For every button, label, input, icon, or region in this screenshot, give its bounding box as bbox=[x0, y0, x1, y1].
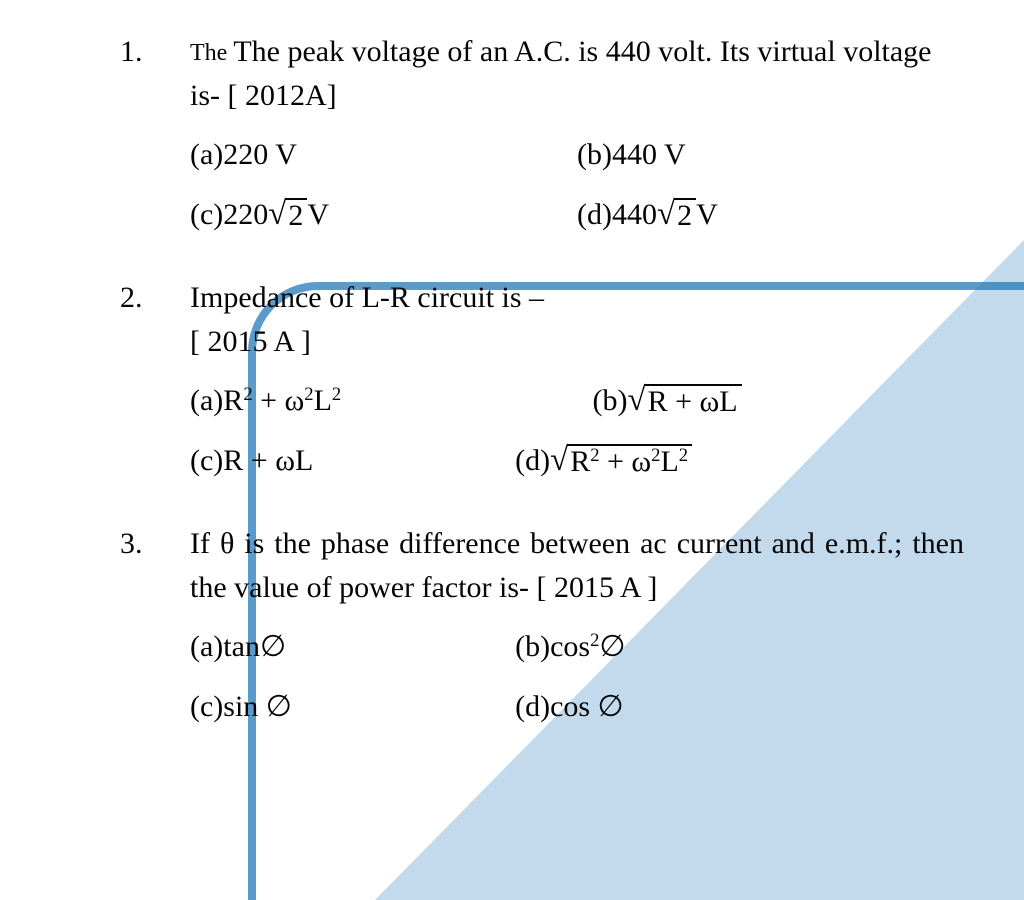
year-tag: [ 2015 A ] bbox=[537, 571, 658, 604]
page-content: 1. The The peak voltage of an A.C. is 44… bbox=[0, 0, 1024, 798]
option-d: (d) 440 √2 V bbox=[577, 185, 964, 245]
option-c: (c) sin ∅ bbox=[190, 677, 515, 737]
options: (a) tan∅ (b) cos2∅ (c) sin ∅ (d) cos ∅ bbox=[190, 617, 964, 736]
option-a: (a) 220 V bbox=[190, 125, 577, 185]
sqrt: √2 bbox=[657, 198, 696, 232]
option-d: (d) cos ∅ bbox=[515, 677, 964, 737]
option-a: (a) R2 + ω2L2 bbox=[190, 371, 592, 431]
sqrt: √2 bbox=[268, 198, 307, 232]
math: R2 + ω2L2 bbox=[223, 379, 341, 423]
question-number: 3. bbox=[120, 522, 190, 736]
year-tag: [ 2012A] bbox=[228, 79, 337, 112]
question-stem: If θ is the phase difference between ac … bbox=[190, 522, 964, 609]
option-b: (b) cos2∅ bbox=[515, 617, 964, 677]
question-body: The The peak voltage of an A.C. is 440 v… bbox=[190, 30, 964, 244]
option-d: (d) √R2 + ω2L2 bbox=[515, 431, 964, 491]
option-a: (a) tan∅ bbox=[190, 617, 515, 677]
options: (a) 220 V (b) 440 V (c) 220 √2 V (d) 440 bbox=[190, 125, 964, 244]
math: cos2∅ bbox=[550, 625, 625, 669]
sqrt: √R + ωL bbox=[627, 384, 741, 418]
question-1: 1. The The peak voltage of an A.C. is 44… bbox=[120, 30, 964, 244]
question-2: 2. Impedance of L-R circuit is – [ 2015 … bbox=[120, 276, 964, 490]
option-c: (c) 220 √2 V bbox=[190, 185, 577, 245]
question-number: 1. bbox=[120, 30, 190, 244]
question-3: 3. If θ is the phase difference between … bbox=[120, 522, 964, 736]
stem-prefix: The bbox=[190, 40, 233, 66]
question-stem: Impedance of L-R circuit is – [ 2015 A ] bbox=[190, 276, 964, 363]
math: R2 + ω2L2 bbox=[567, 444, 692, 478]
options: (a) R2 + ω2L2 (b) √R + ωL (c) R + ωL (d)… bbox=[190, 371, 964, 490]
question-stem: The The peak voltage of an A.C. is 440 v… bbox=[190, 30, 964, 117]
sqrt: √R2 + ω2L2 bbox=[550, 444, 692, 478]
question-body: If θ is the phase difference between ac … bbox=[190, 522, 964, 736]
question-body: Impedance of L-R circuit is – [ 2015 A ]… bbox=[190, 276, 964, 490]
option-b: (b) √R + ωL bbox=[592, 371, 964, 431]
option-c: (c) R + ωL bbox=[190, 431, 515, 491]
year-tag: [ 2015 A ] bbox=[190, 325, 311, 358]
option-b: (b) 440 V bbox=[577, 125, 964, 185]
question-number: 2. bbox=[120, 276, 190, 490]
